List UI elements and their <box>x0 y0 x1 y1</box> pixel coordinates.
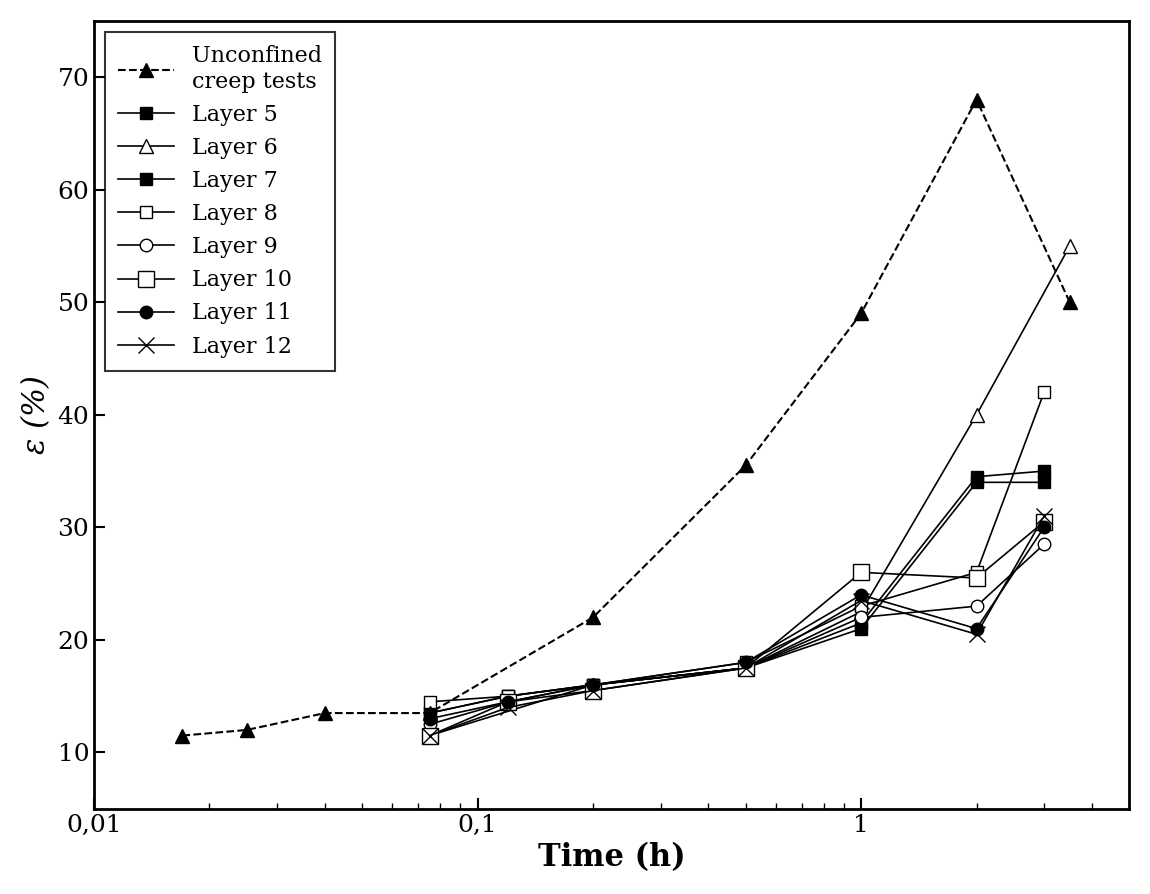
Layer 6 <box>586 679 600 690</box>
Line: Layer 6: Layer 6 <box>423 239 1076 743</box>
X-axis label: Time (h): Time (h) <box>538 842 685 873</box>
Legend: Unconfined
creep tests, Layer 5, Layer 6, Layer 7, Layer 8, Layer 9, Layer 10, L: Unconfined creep tests, Layer 5, Layer 6… <box>105 32 336 371</box>
Layer 9 <box>423 719 437 730</box>
Line: Layer 7: Layer 7 <box>423 465 1050 720</box>
Layer 5 <box>501 691 515 702</box>
Layer 7 <box>586 679 600 690</box>
Layer 5 <box>586 679 600 690</box>
Layer 7 <box>738 662 752 673</box>
Layer 11 <box>501 696 515 707</box>
Unconfined
creep tests <box>176 730 190 741</box>
Layer 12 <box>423 730 437 741</box>
Layer 6 <box>1063 240 1076 251</box>
Layer 8 <box>969 567 983 578</box>
Layer 5 <box>423 708 437 719</box>
Layer 9 <box>738 662 752 673</box>
Layer 10 <box>1037 517 1051 527</box>
Line: Unconfined
creep tests: Unconfined creep tests <box>176 93 1076 743</box>
Unconfined
creep tests <box>969 94 983 105</box>
Layer 7 <box>1037 466 1051 477</box>
Layer 5 <box>738 662 752 673</box>
Layer 12 <box>738 662 752 673</box>
Layer 10 <box>854 567 868 578</box>
Layer 11 <box>969 623 983 634</box>
Layer 12 <box>586 685 600 696</box>
Layer 6 <box>969 409 983 420</box>
Line: Layer 10: Layer 10 <box>421 513 1052 744</box>
Layer 12 <box>501 702 515 713</box>
Layer 6 <box>738 662 752 673</box>
Line: Layer 5: Layer 5 <box>423 477 1050 720</box>
Layer 12 <box>969 628 983 639</box>
Layer 10 <box>501 696 515 707</box>
Line: Layer 8: Layer 8 <box>423 386 1050 708</box>
Layer 9 <box>854 612 868 623</box>
Layer 10 <box>738 662 752 673</box>
Layer 8 <box>738 657 752 668</box>
Layer 7 <box>854 618 868 628</box>
Layer 11 <box>854 589 868 600</box>
Unconfined
creep tests <box>1063 297 1076 308</box>
Unconfined
creep tests <box>738 460 752 471</box>
Unconfined
creep tests <box>586 612 600 623</box>
Layer 5 <box>1037 477 1051 488</box>
Layer 9 <box>501 696 515 707</box>
Layer 8 <box>501 691 515 702</box>
Unconfined
creep tests <box>854 308 868 319</box>
Unconfined
creep tests <box>239 725 253 736</box>
Layer 8 <box>423 696 437 707</box>
Line: Layer 11: Layer 11 <box>423 521 1050 725</box>
Layer 8 <box>854 601 868 611</box>
Layer 11 <box>423 713 437 724</box>
Layer 6 <box>423 730 437 741</box>
Layer 9 <box>1037 539 1051 550</box>
Layer 5 <box>969 477 983 488</box>
Layer 8 <box>586 679 600 690</box>
Layer 12 <box>1037 510 1051 521</box>
Layer 9 <box>969 601 983 611</box>
Line: Layer 9: Layer 9 <box>423 538 1050 730</box>
Y-axis label: ε (%): ε (%) <box>21 375 52 454</box>
Line: Layer 12: Layer 12 <box>422 509 1052 743</box>
Layer 11 <box>1037 522 1051 533</box>
Unconfined
creep tests <box>423 708 437 719</box>
Layer 8 <box>1037 387 1051 398</box>
Layer 5 <box>854 623 868 634</box>
Layer 12 <box>854 595 868 606</box>
Layer 6 <box>854 606 868 617</box>
Layer 9 <box>586 679 600 690</box>
Layer 7 <box>423 708 437 719</box>
Unconfined
creep tests <box>319 708 332 719</box>
Layer 10 <box>969 573 983 584</box>
Layer 11 <box>586 679 600 690</box>
Layer 7 <box>501 691 515 702</box>
Layer 10 <box>423 730 437 741</box>
Layer 11 <box>738 657 752 668</box>
Layer 7 <box>969 471 983 482</box>
Layer 10 <box>586 685 600 696</box>
